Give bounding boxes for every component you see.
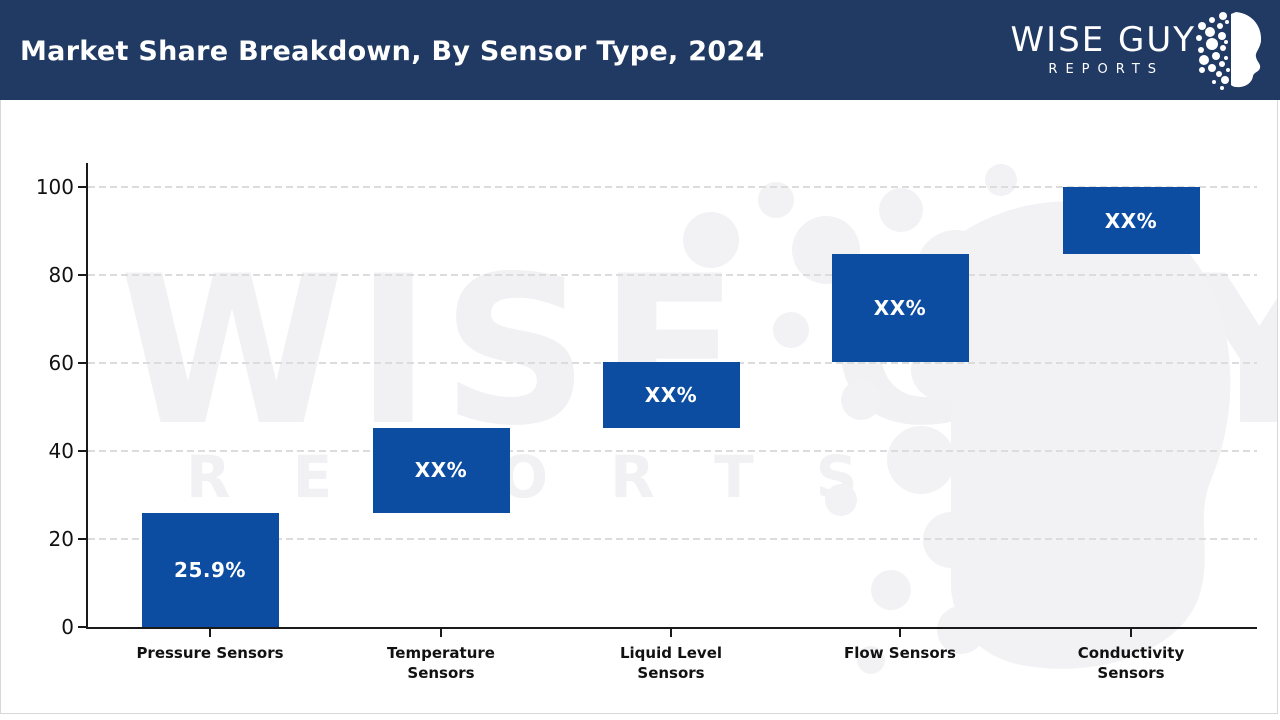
y-tick xyxy=(78,186,86,189)
y-axis-line xyxy=(86,163,88,629)
x-tick xyxy=(1130,629,1132,637)
x-tick xyxy=(209,629,211,637)
bar-value-label: XX% xyxy=(1104,208,1158,233)
category-label: Conductivity Sensors xyxy=(1077,644,1185,682)
y-tick-label: 20 xyxy=(48,527,74,552)
y-tick-label: 100 xyxy=(35,175,74,200)
x-tick xyxy=(440,629,442,637)
bar: XX% xyxy=(372,427,510,514)
chart-card: WISE GUY REPORTS 0 20 40 60 80 100 25.9% Pressu… xyxy=(0,100,1278,714)
y-tick xyxy=(78,362,86,365)
logo-tagline: REPORTS xyxy=(1048,62,1165,77)
category-label: Temperature Sensors xyxy=(387,644,495,682)
category-label: Pressure Sensors xyxy=(136,644,284,662)
gridline xyxy=(88,538,1257,541)
logo-face-icon xyxy=(1196,12,1262,90)
header: Market Share Breakdown, By Sensor Type, … xyxy=(0,0,1280,100)
watermark-text-2: REPORTS xyxy=(186,443,920,511)
category-label: Flow Sensors xyxy=(844,644,956,662)
y-tick-label: 60 xyxy=(48,351,74,376)
bar: XX% xyxy=(602,361,740,428)
plot-area: 0 20 40 60 80 100 25.9% Pressure Sensors XX% Temp… xyxy=(36,163,1257,682)
y-tick xyxy=(78,538,86,541)
bar-value-label: XX% xyxy=(873,296,927,321)
x-tick xyxy=(899,629,901,637)
category-label: Liquid Level Sensors xyxy=(619,644,723,682)
bar-value-label: 25.9% xyxy=(174,558,246,583)
bar-value-label: XX% xyxy=(644,382,698,407)
gridline xyxy=(88,450,1257,453)
y-tick xyxy=(78,274,86,277)
bar-value-label: XX% xyxy=(414,458,468,483)
logo-text: WISE GUY REPORTS xyxy=(1010,20,1196,77)
page-title: Market Share Breakdown, By Sensor Type, … xyxy=(20,36,765,67)
y-tick xyxy=(78,626,86,628)
bar: XX% xyxy=(1062,187,1200,255)
y-tick-label: 40 xyxy=(48,439,74,464)
y-tick xyxy=(78,450,86,453)
x-axis-line xyxy=(86,627,1257,629)
gridline xyxy=(88,186,1257,189)
x-tick xyxy=(670,629,672,637)
wise-guy-logo: WISE GUY REPORTS xyxy=(1010,6,1266,94)
bar: 25.9% xyxy=(141,513,279,627)
y-tick-label: 80 xyxy=(48,263,74,288)
bar: XX% xyxy=(831,254,969,362)
y-tick-label: 0 xyxy=(61,615,74,639)
gridline xyxy=(88,274,1257,277)
logo-name: WISE GUY xyxy=(1010,20,1196,60)
